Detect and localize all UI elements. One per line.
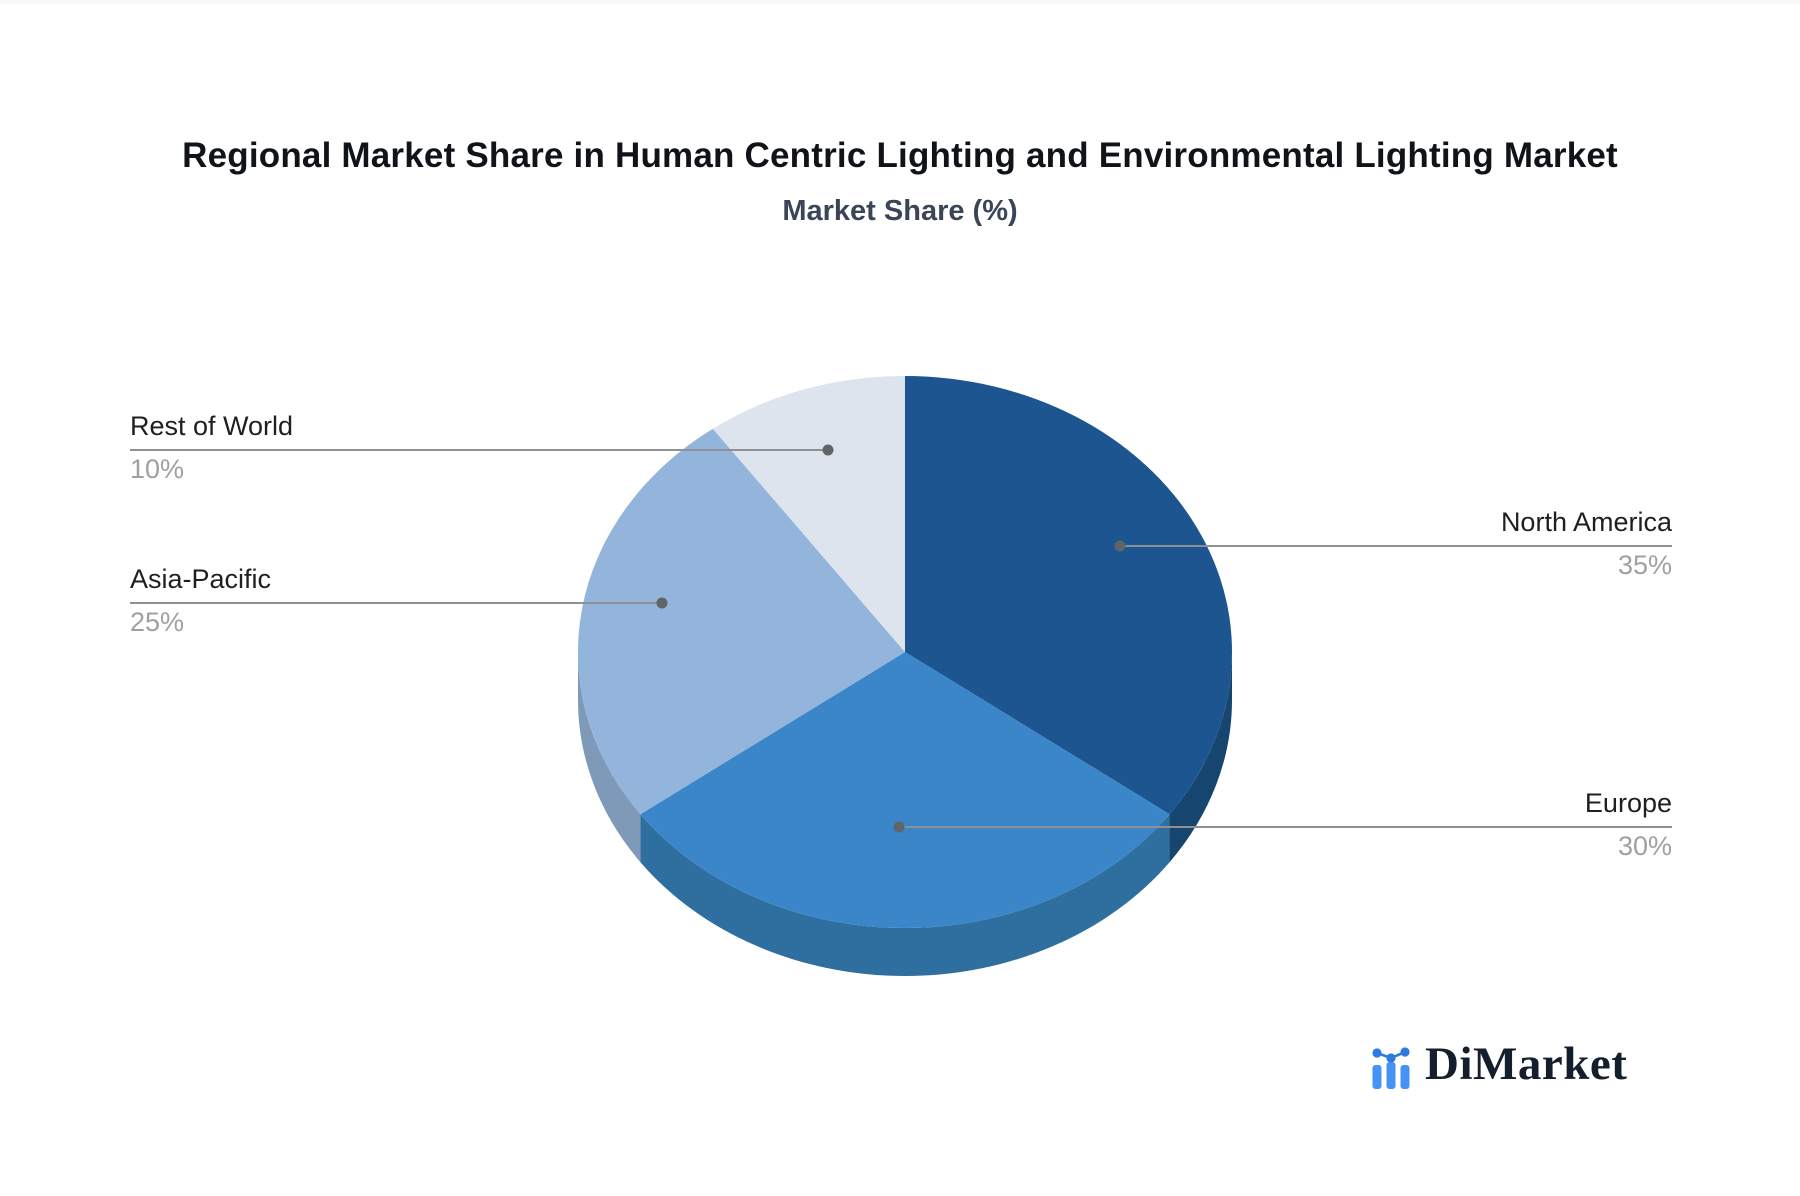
pie-slice-rest-of-world (712, 376, 905, 652)
leader-dot-europe (893, 821, 905, 833)
callout-label-asia-pacific: Asia-Pacific (130, 564, 272, 594)
leader-dot-rest-of-world (822, 444, 834, 456)
callout-value-asia-pacific: 25% (130, 607, 185, 637)
pie-slice-north-america (905, 376, 1233, 815)
callout-label-rest-of-world: Rest of World (130, 411, 294, 441)
logo-text: DiMarket (1425, 1038, 1628, 1090)
chart-title: Regional Market Share in Human Centric L… (182, 136, 1618, 175)
pie-slice-side-north-america (1169, 652, 1233, 863)
chart-subtitle: Market Share (%) (782, 195, 1018, 227)
page-top-strip (0, 0, 1800, 4)
pie-slice-asia-pacific (577, 428, 905, 815)
dimarket-logo: DiMarket (1366, 1040, 1627, 1089)
callout-label-north-america: North America (1500, 507, 1672, 537)
leader-dot-north-america (1114, 540, 1126, 552)
callout-value-europe: 30% (1617, 831, 1672, 861)
leader-dot-asia-pacific (656, 597, 668, 609)
bar-chart-logo-icon (1372, 1047, 1410, 1089)
callout-value-north-america: 35% (1617, 550, 1672, 580)
callout-leader-lines (130, 444, 1672, 833)
pie-slice-side-asia-pacific (578, 652, 641, 863)
pie-slice-europe (640, 652, 1170, 929)
pie-3d (577, 376, 1233, 977)
callout-label-europe: Europe (1584, 788, 1672, 818)
pie-slice-side-europe (640, 814, 1170, 977)
callout-value-rest-of-world: 10% (130, 454, 185, 484)
